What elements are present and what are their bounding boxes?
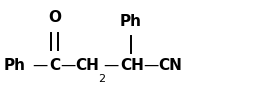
Text: —: —	[143, 57, 158, 72]
Text: CH: CH	[75, 57, 99, 72]
Text: 2: 2	[98, 73, 105, 83]
Text: —: —	[60, 57, 75, 72]
Text: —: —	[103, 57, 119, 72]
Text: Ph: Ph	[4, 57, 26, 72]
Text: CH: CH	[120, 57, 144, 72]
Text: —: —	[33, 57, 48, 72]
Text: C: C	[49, 57, 60, 72]
Text: Ph: Ph	[120, 14, 142, 28]
Text: O: O	[48, 10, 61, 25]
Text: CN: CN	[158, 57, 182, 72]
